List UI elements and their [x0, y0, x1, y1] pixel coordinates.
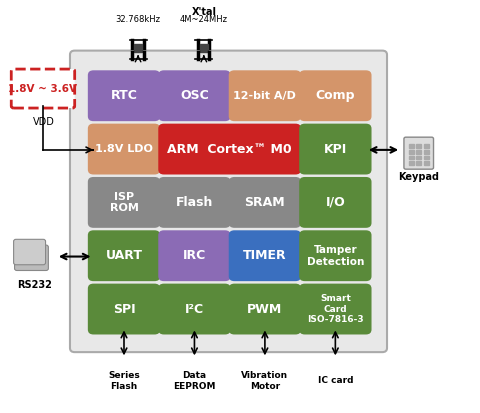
FancyBboxPatch shape [88, 70, 160, 121]
FancyBboxPatch shape [88, 230, 160, 281]
Text: ISP
ROM: ISP ROM [109, 192, 138, 213]
Text: 32.768kHz: 32.768kHz [116, 15, 161, 24]
FancyBboxPatch shape [88, 177, 160, 228]
FancyBboxPatch shape [158, 284, 230, 335]
Bar [408, 161, 414, 165]
Bar [416, 156, 421, 159]
Text: 4M~24MHz: 4M~24MHz [180, 15, 228, 24]
Text: IC card: IC card [318, 376, 353, 385]
FancyBboxPatch shape [88, 123, 160, 175]
FancyBboxPatch shape [70, 51, 387, 352]
Bar [134, 45, 142, 52]
Bar [408, 156, 414, 159]
Text: IRC: IRC [183, 249, 206, 262]
Bar [424, 150, 429, 154]
Bar [416, 150, 421, 154]
Bar [408, 144, 414, 148]
FancyBboxPatch shape [229, 284, 301, 335]
Text: VDD: VDD [33, 117, 55, 127]
Text: Smart
Card
ISO-7816-3: Smart Card ISO-7816-3 [307, 294, 364, 324]
Text: SPI: SPI [113, 303, 135, 316]
Text: I²C: I²C [185, 303, 204, 316]
Bar [424, 156, 429, 159]
FancyBboxPatch shape [88, 284, 160, 335]
Text: RTC: RTC [110, 89, 137, 102]
Text: OSC: OSC [180, 89, 209, 102]
Text: 1.8V LDO: 1.8V LDO [95, 144, 153, 154]
FancyBboxPatch shape [158, 230, 230, 281]
Text: Keypad: Keypad [398, 171, 439, 182]
Bar [200, 45, 207, 52]
Text: PWM: PWM [247, 303, 283, 316]
FancyBboxPatch shape [229, 230, 301, 281]
FancyBboxPatch shape [158, 123, 301, 175]
FancyBboxPatch shape [229, 177, 301, 228]
Text: Flash: Flash [176, 196, 213, 209]
Text: TIMER: TIMER [243, 249, 287, 262]
FancyBboxPatch shape [158, 70, 230, 121]
FancyBboxPatch shape [299, 177, 372, 228]
Text: X'tal: X'tal [192, 7, 216, 17]
Bar [424, 161, 429, 165]
Bar [408, 150, 414, 154]
FancyBboxPatch shape [404, 137, 433, 169]
Text: SRAM: SRAM [245, 196, 285, 209]
Text: Vibration
Motor: Vibration Motor [241, 371, 288, 391]
Text: ARM  Cortex™ M0: ARM Cortex™ M0 [168, 142, 292, 156]
FancyBboxPatch shape [13, 239, 46, 265]
Bar [416, 161, 421, 165]
FancyBboxPatch shape [299, 284, 372, 335]
FancyBboxPatch shape [299, 230, 372, 281]
Text: Series
Flash: Series Flash [108, 371, 140, 391]
Text: 1.8V ~ 3.6V: 1.8V ~ 3.6V [9, 83, 77, 94]
Text: RS232: RS232 [17, 280, 52, 290]
Text: Comp: Comp [316, 89, 355, 102]
FancyBboxPatch shape [11, 69, 75, 108]
Text: KPI: KPI [324, 142, 347, 156]
Bar [416, 144, 421, 148]
FancyBboxPatch shape [299, 123, 372, 175]
Text: Tamper
Detection: Tamper Detection [307, 245, 364, 266]
FancyBboxPatch shape [229, 70, 301, 121]
Text: 12-bit A/D: 12-bit A/D [233, 91, 296, 101]
Text: Data
EEPROM: Data EEPROM [173, 371, 216, 391]
FancyBboxPatch shape [299, 70, 372, 121]
Text: UART: UART [106, 249, 143, 262]
FancyBboxPatch shape [14, 245, 48, 271]
Bar [424, 144, 429, 148]
FancyBboxPatch shape [158, 177, 230, 228]
Text: I/O: I/O [325, 196, 345, 209]
